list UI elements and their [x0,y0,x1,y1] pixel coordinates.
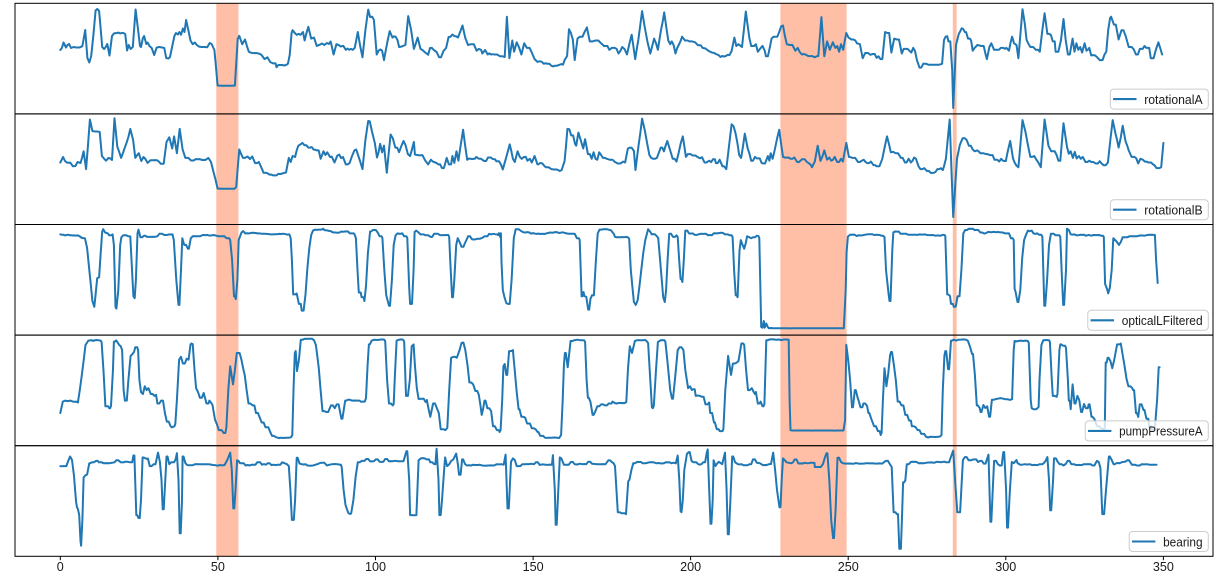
svg-text:350: 350 [1153,560,1174,574]
svg-text:0: 0 [57,560,64,574]
svg-text:300: 300 [995,560,1016,574]
svg-text:200: 200 [680,560,701,574]
svg-text:opticalLFiltered: opticalLFiltered [1122,313,1203,328]
svg-text:100: 100 [365,560,386,574]
svg-text:pumpPressureA: pumpPressureA [1119,424,1203,439]
svg-text:bearing: bearing [1163,534,1203,549]
svg-text:150: 150 [523,560,544,574]
svg-text:250: 250 [838,560,859,574]
svg-text:rotationalB: rotationalB [1144,203,1203,218]
svg-text:50: 50 [211,560,225,574]
svg-text:rotationalA: rotationalA [1144,92,1203,107]
